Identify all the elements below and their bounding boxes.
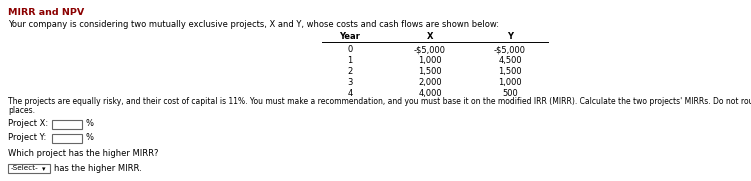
Text: %: % bbox=[85, 119, 93, 128]
Text: 4: 4 bbox=[348, 89, 353, 98]
Text: The projects are equally risky, and their cost of capital is 11%. You must make : The projects are equally risky, and thei… bbox=[8, 97, 751, 106]
Text: X: X bbox=[427, 32, 433, 41]
Text: Which project has the higher MIRR?: Which project has the higher MIRR? bbox=[8, 149, 158, 158]
Text: Project Y:: Project Y: bbox=[8, 133, 47, 142]
Bar bbox=[8, 164, 50, 173]
Text: %: % bbox=[85, 133, 93, 142]
Text: has the higher MIRR.: has the higher MIRR. bbox=[54, 164, 142, 173]
Text: 4,000: 4,000 bbox=[418, 89, 442, 98]
Bar bbox=[52, 120, 82, 129]
Text: places.: places. bbox=[8, 106, 35, 115]
Text: 3: 3 bbox=[347, 78, 353, 87]
Text: 4,500: 4,500 bbox=[498, 56, 522, 65]
Text: 1,500: 1,500 bbox=[418, 67, 442, 76]
Bar bbox=[52, 134, 82, 143]
Text: 1,000: 1,000 bbox=[418, 56, 442, 65]
Text: 1: 1 bbox=[348, 56, 353, 65]
Text: -Select-: -Select- bbox=[11, 165, 39, 171]
Text: 500: 500 bbox=[502, 89, 518, 98]
Text: ▾: ▾ bbox=[42, 166, 46, 172]
Text: 0: 0 bbox=[348, 45, 353, 54]
Text: Y: Y bbox=[507, 32, 513, 41]
Text: Your company is considering two mutually exclusive projects, X and Y, whose cost: Your company is considering two mutually… bbox=[8, 20, 499, 29]
Text: -$5,000: -$5,000 bbox=[414, 45, 446, 54]
Text: Project X:: Project X: bbox=[8, 119, 48, 128]
Text: 2,000: 2,000 bbox=[418, 78, 442, 87]
Text: 1,000: 1,000 bbox=[498, 78, 522, 87]
Text: MIRR and NPV: MIRR and NPV bbox=[8, 8, 84, 17]
Text: -$5,000: -$5,000 bbox=[494, 45, 526, 54]
Text: Year: Year bbox=[339, 32, 360, 41]
Text: 2: 2 bbox=[348, 67, 353, 76]
Text: 1,500: 1,500 bbox=[498, 67, 522, 76]
